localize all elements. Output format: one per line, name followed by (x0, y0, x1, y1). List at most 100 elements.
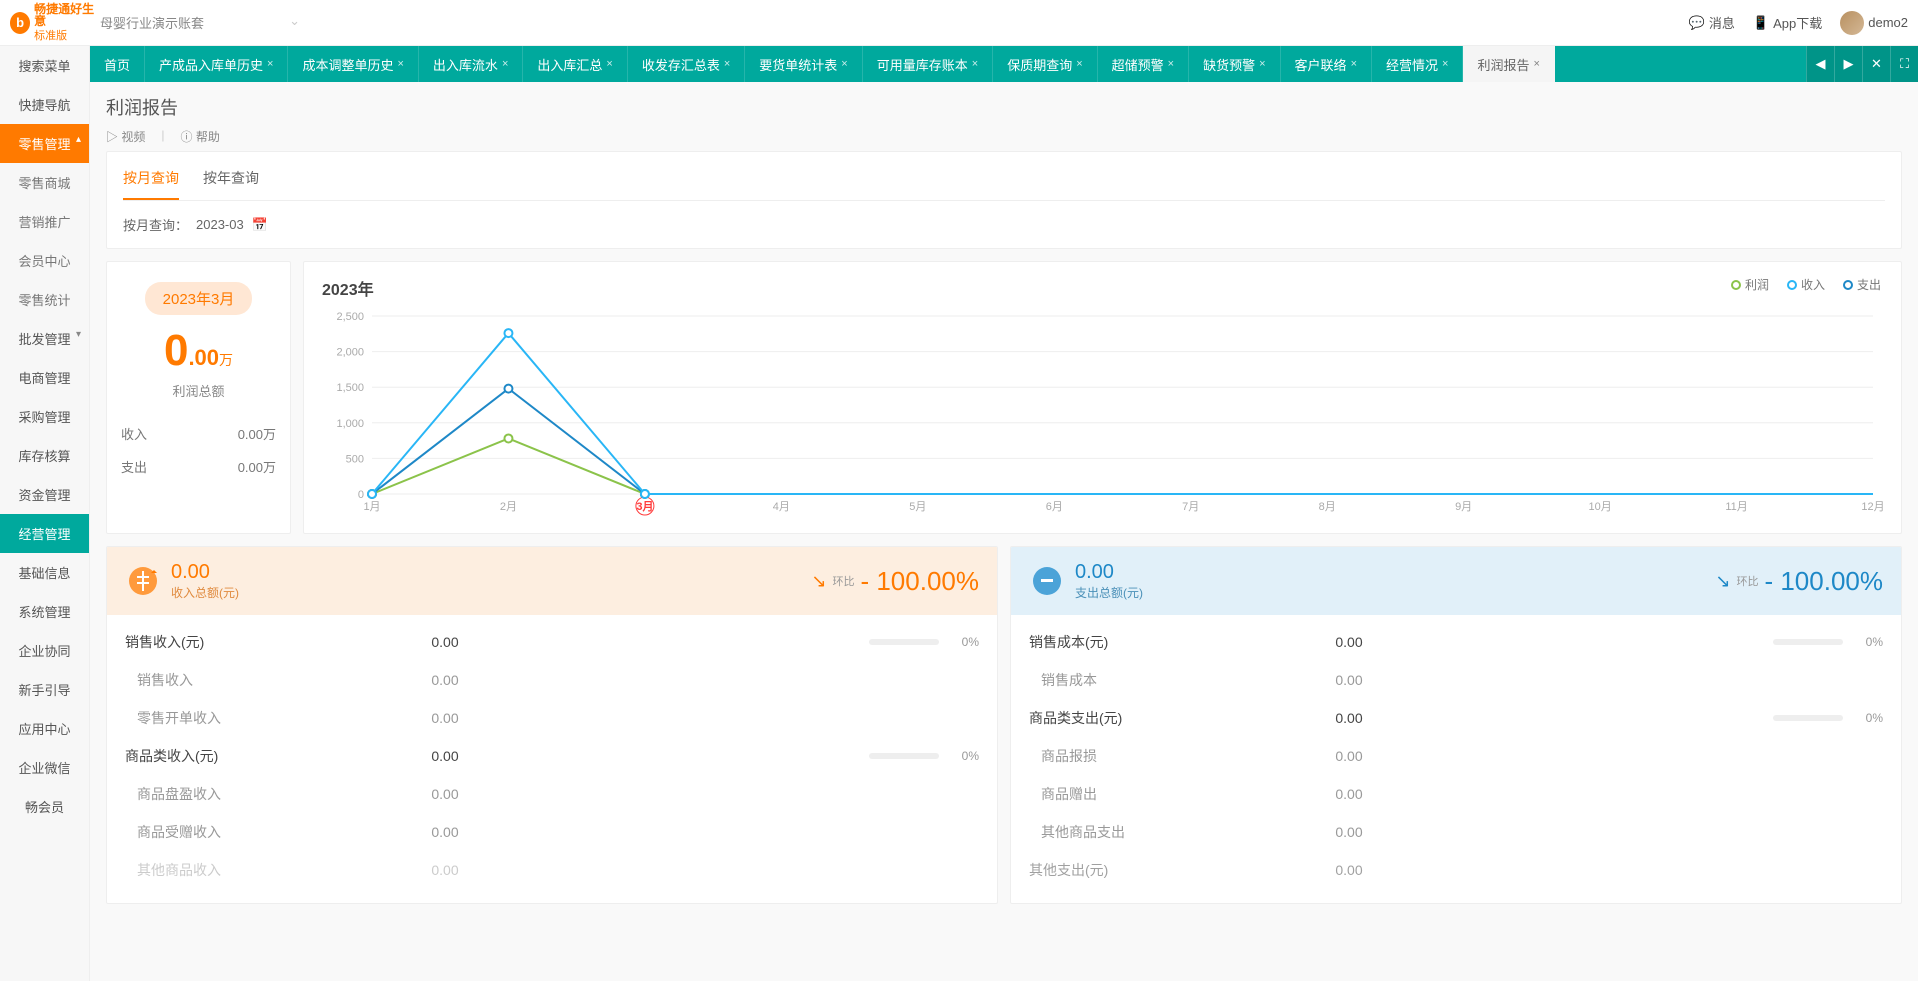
sidebar-item-17[interactable]: 应用中心 (0, 709, 89, 748)
sidebar: 搜索菜单快捷导航零售管理零售商城营销推广会员中心零售统计批发管理电商管理采购管理… (0, 46, 90, 981)
panel-row: 零售开单收入0.00 (125, 699, 979, 737)
calendar-icon[interactable]: 📅 (252, 217, 268, 233)
sidebar-item-15[interactable]: 企业协同 (0, 631, 89, 670)
tab-close-icon[interactable]: × (1076, 58, 1082, 70)
sidebar-item-12[interactable]: 经营管理 (0, 514, 89, 553)
sidebar-item-1[interactable]: 快捷导航 (0, 85, 89, 124)
tab-3[interactable]: 出入库流水× (419, 46, 523, 82)
video-link[interactable]: ▷ 视频 (106, 128, 145, 145)
avatar (1840, 11, 1864, 35)
logo: b 畅捷通好生意 标准版 (10, 3, 100, 43)
svg-text:11月: 11月 (1725, 501, 1747, 513)
messages-label: 消息 (1709, 13, 1735, 32)
tab-close-icon[interactable]: × (841, 58, 847, 70)
tab-9[interactable]: 超储预警× (1098, 46, 1189, 82)
messages-link[interactable]: 💬 消息 (1689, 13, 1735, 32)
sidebar-item-18[interactable]: 企业微信 (0, 748, 89, 787)
sidebar-item-11[interactable]: 资金管理 (0, 475, 89, 514)
expense-rows: 销售成本(元)0.000%销售成本0.00商品类支出(元)0.000%商品报损0… (1011, 615, 1901, 903)
app-download-label: App下载 (1773, 13, 1822, 32)
sidebar-item-3[interactable]: 零售商城 (0, 163, 89, 202)
tabbar-ctrl-3[interactable]: ⛶ (1890, 46, 1918, 82)
sidebar-item-0[interactable]: 搜索菜单 (0, 46, 89, 85)
page-content: 利润报告 ▷ 视频 | ⓘ 帮助 按月查询 按年查询 按月查询： 2023-03… (90, 82, 1918, 981)
expense-label: 支出 (121, 457, 147, 476)
chart-title: 2023年 (322, 276, 1883, 300)
legend-label-expense: 支出 (1857, 276, 1881, 293)
sidebar-item-10[interactable]: 库存核算 (0, 436, 89, 475)
svg-text:2,000: 2,000 (336, 347, 364, 359)
tab-close-icon[interactable]: × (502, 58, 508, 70)
tab-11[interactable]: 客户联络× (1281, 46, 1372, 82)
tab-close-icon[interactable]: × (724, 58, 730, 70)
tabbar-ctrl-2[interactable]: ✕ (1862, 46, 1890, 82)
help-link[interactable]: ⓘ 帮助 (180, 128, 219, 145)
separator: | (161, 128, 164, 145)
sidebar-item-14[interactable]: 系统管理 (0, 592, 89, 631)
panel-row: 商品受赠收入0.00 (125, 813, 979, 851)
sidebar-item-9[interactable]: 采购管理 (0, 397, 89, 436)
expense-panel-head: 0.00 支出总额(元) ↘ 环比 - 100.00% (1011, 547, 1901, 615)
sidebar-item-13[interactable]: 基础信息 (0, 553, 89, 592)
tab-10[interactable]: 缺货预警× (1189, 46, 1280, 82)
tab-8[interactable]: 保质期查询× (993, 46, 1097, 82)
user-menu[interactable]: demo2 (1840, 11, 1908, 35)
tab-close-icon[interactable]: × (1168, 58, 1174, 70)
svg-text:1,000: 1,000 (336, 418, 364, 430)
tab-6[interactable]: 要货单统计表× (745, 46, 862, 82)
tab-close-icon[interactable]: × (972, 58, 978, 70)
sidebar-item-8[interactable]: 电商管理 (0, 358, 89, 397)
query-tab-year[interactable]: 按年查询 (203, 162, 259, 200)
tabbar-ctrl-1[interactable]: ▶ (1834, 46, 1862, 82)
tab-close-icon[interactable]: × (1442, 58, 1448, 70)
profit-unit: 万 (219, 352, 233, 368)
svg-text:10月: 10月 (1588, 501, 1611, 513)
app-download-link[interactable]: 📱 App下载 (1753, 13, 1822, 32)
page-title: 利润报告 (106, 94, 1902, 120)
chart-card: 2023年 利润 收入 支出 05001,0001,5002,0002,5001… (303, 261, 1902, 534)
query-filter-row: 按月查询： 2023-03 📅 (123, 215, 1885, 234)
profit-int: 0 (164, 326, 188, 375)
summary-card: 2023年3月 0.00万 利润总额 收入 0.00万 支出 0.00万 (106, 261, 291, 534)
panel-row: 商品盘盈收入0.00 (125, 775, 979, 813)
tab-close-icon[interactable]: × (1351, 58, 1357, 70)
svg-text:500: 500 (346, 453, 364, 465)
account-selector[interactable]: 母婴行业演示账套 (100, 13, 300, 32)
legend-profit: 利润 (1731, 276, 1769, 293)
username-label: demo2 (1868, 15, 1908, 30)
tab-13[interactable]: 利润报告× (1463, 46, 1554, 82)
expense-value: 0.00万 (238, 457, 276, 476)
sidebar-item-16[interactable]: 新手引导 (0, 670, 89, 709)
tab-5[interactable]: 收发存汇总表× (628, 46, 745, 82)
sidebar-item-6[interactable]: 零售统计 (0, 280, 89, 319)
income-rows: 销售收入(元)0.000%销售收入0.00零售开单收入0.00商品类收入(元)0… (107, 615, 997, 903)
panel-row: 其他商品支出0.00 (1029, 813, 1883, 851)
tab-12[interactable]: 经营情况× (1372, 46, 1463, 82)
help-label: 帮助 (196, 130, 220, 144)
tab-2[interactable]: 成本调整单历史× (288, 46, 418, 82)
tabbar-ctrl-0[interactable]: ◀ (1806, 46, 1834, 82)
sidebar-item-5[interactable]: 会员中心 (0, 241, 89, 280)
tab-7[interactable]: 可用量库存账本× (863, 46, 993, 82)
tab-close-icon[interactable]: × (397, 58, 403, 70)
tab-0[interactable]: 首页 (90, 46, 145, 82)
sidebar-item-7[interactable]: 批发管理 (0, 319, 89, 358)
sidebar-item-19[interactable]: 畅会员 (0, 787, 89, 826)
query-date-value[interactable]: 2023-03 (196, 217, 244, 232)
profit-label: 利润总额 (121, 381, 276, 400)
income-pct: - 100.00% (860, 566, 979, 597)
sidebar-item-2[interactable]: 零售管理 (0, 124, 89, 163)
query-tab-month[interactable]: 按月查询 (123, 162, 179, 200)
tab-close-icon[interactable]: × (606, 58, 612, 70)
query-card: 按月查询 按年查询 按月查询： 2023-03 📅 (106, 151, 1902, 249)
legend-dot-income (1787, 280, 1797, 290)
income-panel: 0.00 收入总额(元) ↘ 环比 - 100.00% 销售收入(元)0.000… (106, 546, 998, 904)
expense-icon (1029, 563, 1065, 599)
tab-4[interactable]: 出入库汇总× (523, 46, 627, 82)
tab-close-icon[interactable]: × (267, 58, 273, 70)
line-chart: 05001,0001,5002,0002,5001月2月3月4月5月6月7月8月… (322, 306, 1883, 516)
sidebar-item-4[interactable]: 营销推广 (0, 202, 89, 241)
tab-close-icon[interactable]: × (1533, 58, 1539, 70)
tab-1[interactable]: 产成品入库单历史× (145, 46, 288, 82)
tab-close-icon[interactable]: × (1259, 58, 1265, 70)
